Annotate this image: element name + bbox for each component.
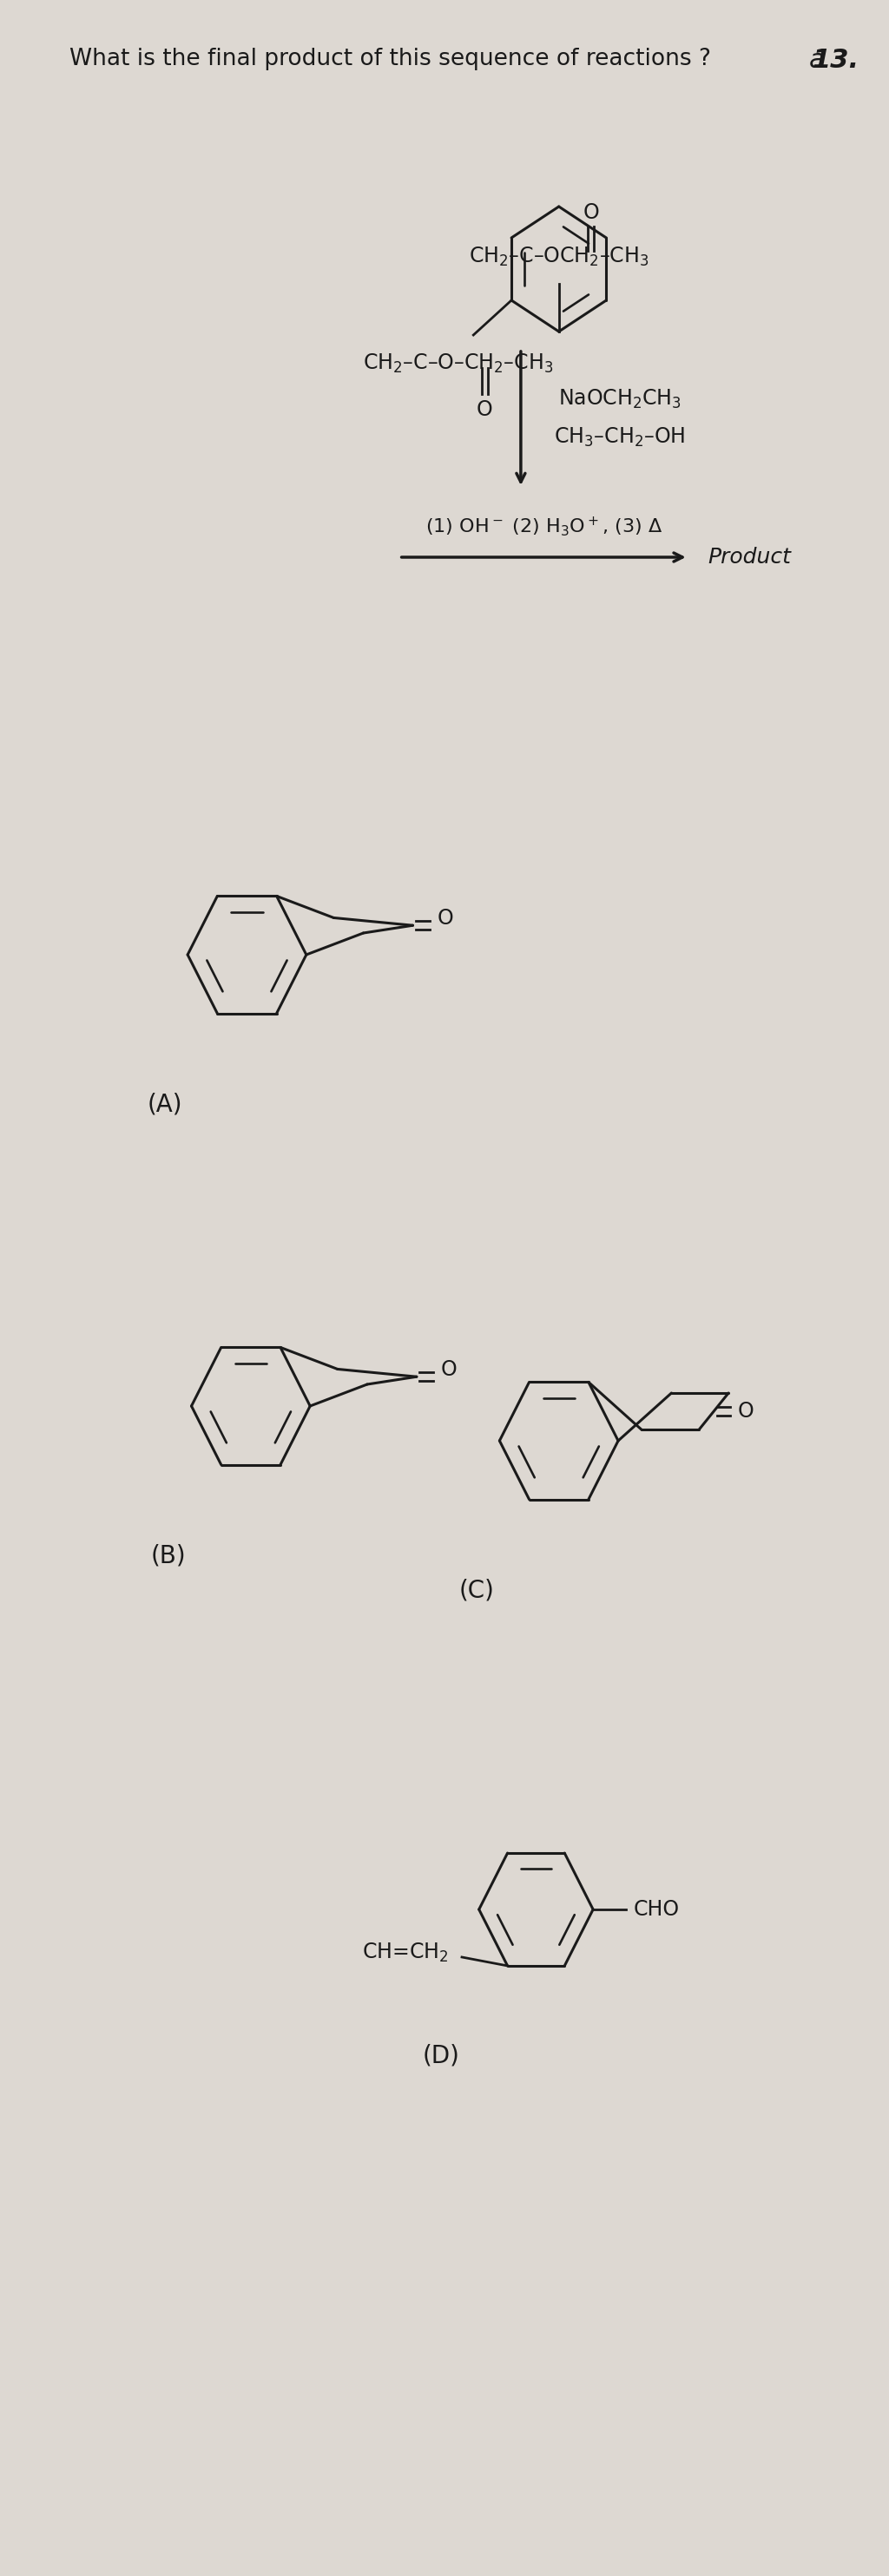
Text: (1) OH$^-$ (2) H$_3$O$^+$, (3) $\Delta$: (1) OH$^-$ (2) H$_3$O$^+$, (3) $\Delta$ xyxy=(425,515,662,538)
Text: O: O xyxy=(441,1360,457,1381)
Text: (C): (C) xyxy=(459,1579,494,1602)
Text: (D): (D) xyxy=(422,2043,460,2069)
Text: O: O xyxy=(582,204,599,224)
Text: What is the final product of this sequence of reactions ?: What is the final product of this sequen… xyxy=(69,49,711,70)
Text: $\mathregular{CH_2}$–C–OCH$_2$–CH$_3$: $\mathregular{CH_2}$–C–OCH$_2$–CH$_3$ xyxy=(469,245,649,268)
Text: (B): (B) xyxy=(151,1543,187,1566)
Text: O: O xyxy=(437,909,453,930)
Text: NaOCH$_2$CH$_3$: NaOCH$_2$CH$_3$ xyxy=(558,389,681,410)
Text: CH=CH$_2$: CH=CH$_2$ xyxy=(362,1942,448,1963)
Text: a: a xyxy=(809,49,825,72)
Text: $\mathregular{CH_2}$–C–O–CH$_2$–CH$_3$: $\mathregular{CH_2}$–C–O–CH$_2$–CH$_3$ xyxy=(363,353,554,376)
Text: CH$_3$–CH$_2$–OH: CH$_3$–CH$_2$–OH xyxy=(554,425,685,448)
Text: 13.: 13. xyxy=(813,49,860,72)
Text: (A): (A) xyxy=(148,1092,182,1115)
Text: Product: Product xyxy=(708,546,790,567)
Text: O: O xyxy=(477,399,493,420)
Text: O: O xyxy=(738,1401,754,1422)
Text: CHO: CHO xyxy=(633,1899,679,1919)
